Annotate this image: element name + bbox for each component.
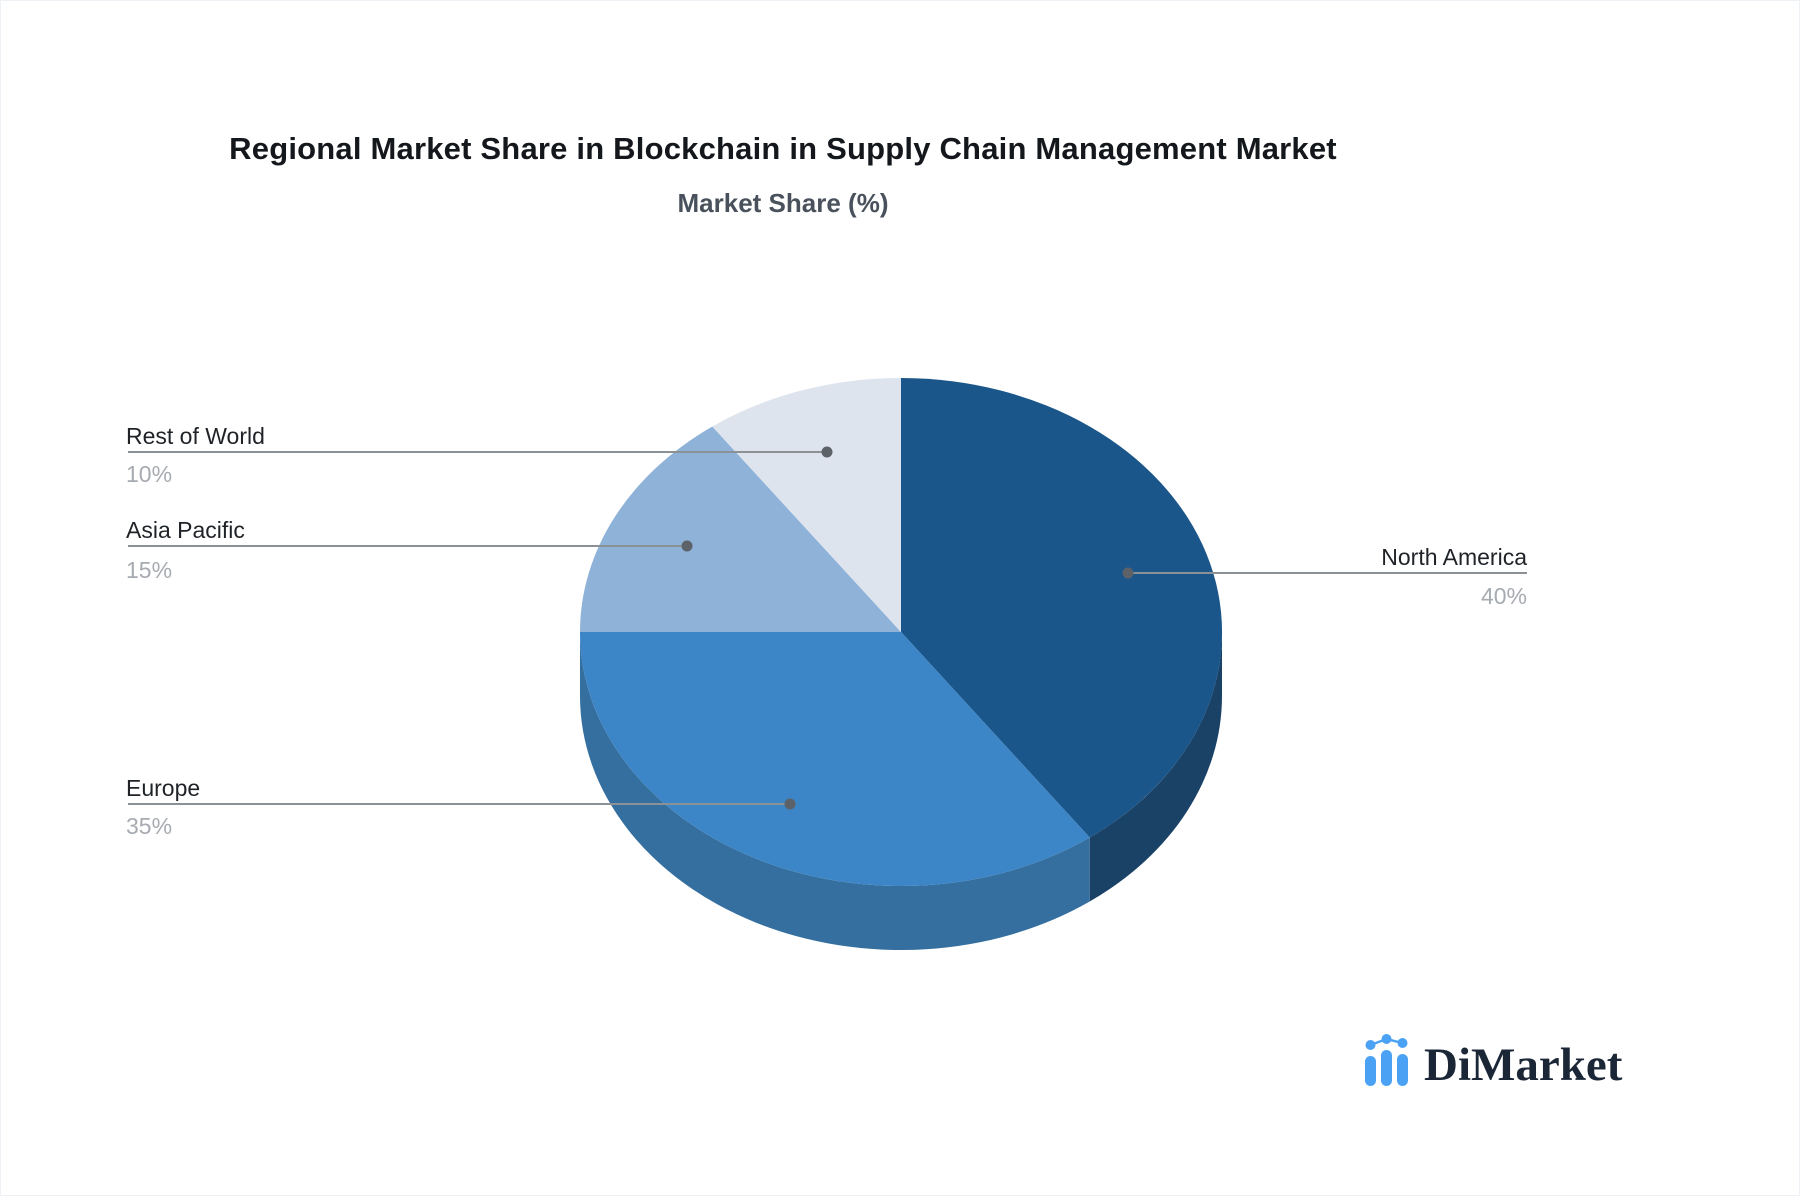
value-north-america: 40% bbox=[1481, 582, 1527, 610]
leader-dot-asia-pacific bbox=[681, 540, 693, 552]
slice-north-america[interactable] bbox=[901, 378, 1223, 838]
leader-dots bbox=[681, 446, 1134, 810]
slice-side-europe bbox=[579, 632, 1090, 951]
brand-logo-text: DiMarket bbox=[1424, 1039, 1623, 1091]
label-north-america: North America bbox=[1381, 543, 1527, 571]
pie-side-walls bbox=[579, 632, 1223, 951]
value-rest-of-world: 10% bbox=[126, 460, 172, 488]
bar-chart-logo-icon bbox=[1365, 1034, 1408, 1086]
slice-rest-of-world[interactable] bbox=[712, 377, 901, 632]
slice-europe[interactable] bbox=[580, 632, 1090, 887]
value-asia-pacific: 15% bbox=[126, 556, 172, 584]
label-europe: Europe bbox=[126, 774, 200, 802]
slice-name: North America bbox=[1381, 544, 1527, 570]
slice-percent: 15% bbox=[126, 557, 173, 583]
slice-name: Rest of World bbox=[126, 423, 265, 449]
label-asia-pacific: Asia Pacific bbox=[126, 516, 245, 544]
label-rest-of-world: Rest of World bbox=[126, 422, 265, 450]
brand-logo: DiMarket bbox=[1363, 1034, 1622, 1093]
leader-dot-europe bbox=[784, 798, 796, 810]
slice-percent: 10% bbox=[126, 461, 173, 487]
value-europe: 35% bbox=[126, 812, 172, 840]
slice-percent: 40% bbox=[1480, 583, 1527, 609]
chart-subtitle: Market Share (%) bbox=[677, 188, 889, 218]
slice-percent: 35% bbox=[126, 813, 173, 839]
leader-lines bbox=[128, 451, 1527, 805]
slice-name: Asia Pacific bbox=[126, 517, 245, 543]
slice-side-north-america bbox=[1089, 632, 1223, 902]
pie-top-faces bbox=[580, 377, 1223, 887]
leader-dot-north-america bbox=[1122, 567, 1134, 579]
leader-dot-rest-of-world bbox=[821, 446, 833, 458]
chart-title: Regional Market Share in Blockchain in S… bbox=[229, 131, 1337, 166]
slice-name: Europe bbox=[126, 775, 201, 801]
slice-asia-pacific[interactable] bbox=[580, 426, 901, 633]
